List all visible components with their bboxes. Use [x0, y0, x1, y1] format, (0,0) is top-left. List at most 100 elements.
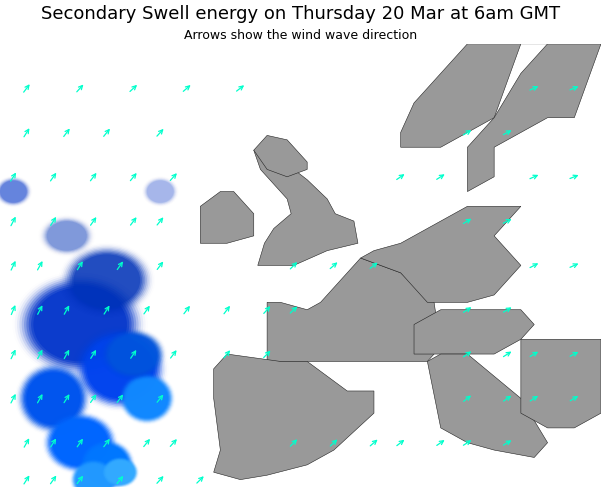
Ellipse shape: [81, 441, 133, 487]
Ellipse shape: [147, 181, 174, 203]
Ellipse shape: [102, 457, 139, 487]
Ellipse shape: [44, 220, 89, 252]
Ellipse shape: [46, 414, 115, 471]
Ellipse shape: [87, 339, 154, 398]
Ellipse shape: [71, 460, 116, 487]
Ellipse shape: [106, 332, 162, 376]
Ellipse shape: [34, 288, 127, 361]
Ellipse shape: [107, 461, 133, 483]
Ellipse shape: [109, 335, 158, 374]
Ellipse shape: [145, 179, 175, 204]
Ellipse shape: [72, 253, 142, 307]
Ellipse shape: [146, 180, 174, 203]
Ellipse shape: [17, 275, 143, 375]
Ellipse shape: [65, 248, 148, 313]
Ellipse shape: [82, 335, 159, 403]
Ellipse shape: [145, 179, 175, 204]
Ellipse shape: [73, 461, 114, 487]
Polygon shape: [214, 354, 374, 480]
Ellipse shape: [102, 329, 165, 379]
Ellipse shape: [23, 369, 84, 428]
Ellipse shape: [20, 366, 87, 431]
Ellipse shape: [87, 447, 127, 483]
Ellipse shape: [46, 220, 88, 251]
Ellipse shape: [52, 419, 108, 466]
Ellipse shape: [70, 459, 117, 487]
Ellipse shape: [106, 461, 134, 484]
Ellipse shape: [64, 246, 150, 314]
Ellipse shape: [0, 178, 30, 206]
Ellipse shape: [80, 440, 134, 487]
Ellipse shape: [77, 465, 110, 487]
Ellipse shape: [50, 418, 109, 467]
Ellipse shape: [67, 249, 147, 311]
Ellipse shape: [82, 442, 132, 487]
Ellipse shape: [70, 252, 144, 309]
Ellipse shape: [84, 444, 130, 486]
Ellipse shape: [107, 333, 160, 375]
Ellipse shape: [19, 277, 141, 373]
Polygon shape: [254, 150, 358, 265]
Ellipse shape: [69, 250, 145, 310]
Ellipse shape: [126, 379, 168, 418]
Ellipse shape: [0, 179, 29, 204]
Ellipse shape: [0, 181, 26, 203]
Ellipse shape: [77, 330, 163, 407]
Ellipse shape: [31, 286, 129, 363]
Ellipse shape: [48, 416, 112, 469]
Polygon shape: [401, 44, 521, 147]
Polygon shape: [361, 206, 521, 302]
Ellipse shape: [24, 370, 83, 427]
Ellipse shape: [103, 458, 138, 487]
Ellipse shape: [47, 221, 87, 251]
Ellipse shape: [86, 446, 128, 484]
Ellipse shape: [22, 367, 85, 430]
Polygon shape: [468, 44, 601, 191]
Ellipse shape: [25, 371, 82, 426]
Polygon shape: [427, 354, 548, 457]
Ellipse shape: [85, 445, 129, 485]
Ellipse shape: [43, 218, 91, 254]
Ellipse shape: [75, 463, 113, 487]
Polygon shape: [254, 135, 307, 177]
Ellipse shape: [73, 254, 140, 306]
Ellipse shape: [103, 330, 164, 378]
Polygon shape: [521, 339, 601, 428]
Ellipse shape: [104, 459, 136, 486]
Text: Secondary Swell energy on Thursday 20 Mar at 6am GMT: Secondary Swell energy on Thursday 20 Ma…: [41, 5, 560, 23]
Ellipse shape: [105, 331, 163, 377]
Ellipse shape: [80, 334, 160, 404]
Ellipse shape: [49, 417, 111, 468]
Ellipse shape: [83, 443, 131, 487]
Polygon shape: [200, 191, 254, 244]
Ellipse shape: [26, 282, 134, 367]
Polygon shape: [521, 0, 601, 44]
Ellipse shape: [53, 421, 107, 465]
Ellipse shape: [17, 363, 90, 433]
Ellipse shape: [19, 365, 88, 432]
Ellipse shape: [102, 457, 138, 487]
Ellipse shape: [106, 460, 135, 485]
Ellipse shape: [124, 377, 170, 420]
Ellipse shape: [72, 460, 115, 487]
Ellipse shape: [76, 464, 111, 487]
Ellipse shape: [125, 378, 169, 419]
Polygon shape: [414, 310, 534, 354]
Ellipse shape: [44, 219, 90, 253]
Text: Arrows show the wind wave direction: Arrows show the wind wave direction: [184, 29, 417, 41]
Ellipse shape: [127, 380, 167, 417]
Ellipse shape: [123, 376, 171, 421]
Ellipse shape: [85, 338, 155, 400]
Ellipse shape: [108, 334, 159, 375]
Ellipse shape: [47, 415, 114, 470]
Polygon shape: [267, 258, 441, 361]
Ellipse shape: [44, 413, 116, 472]
Ellipse shape: [26, 373, 80, 424]
Ellipse shape: [75, 329, 165, 409]
Ellipse shape: [120, 374, 174, 423]
Ellipse shape: [121, 375, 173, 422]
Ellipse shape: [24, 280, 136, 369]
Ellipse shape: [84, 337, 157, 401]
Ellipse shape: [0, 178, 29, 205]
Ellipse shape: [22, 279, 139, 371]
